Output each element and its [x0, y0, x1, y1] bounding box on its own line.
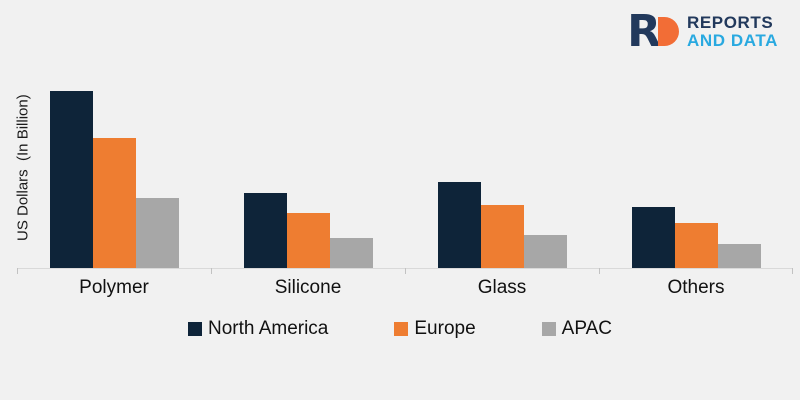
- bar-group-others: [599, 68, 793, 268]
- bar-group-silicone: [211, 68, 405, 268]
- logo-r-letter: R: [627, 5, 661, 57]
- bar-apac-silicone: [329, 238, 373, 268]
- bar-europe-silicone: [286, 213, 330, 268]
- logo-d-shape-icon: [657, 17, 679, 47]
- bar-group-glass: [405, 68, 599, 268]
- x-axis-tick: [599, 268, 600, 274]
- bar-europe-glass: [480, 205, 524, 268]
- bar-europe-polymer: [92, 138, 136, 268]
- logo-text: REPORTS AND DATA: [687, 14, 778, 50]
- bar-north-america-polymer: [49, 91, 93, 268]
- legend-label: Europe: [414, 318, 476, 339]
- x-axis-tick: [792, 268, 793, 274]
- x-axis-labels: Polymer Silicone Glass Others: [17, 277, 793, 299]
- legend-item-europe: Europe: [394, 318, 476, 340]
- bar-apac-polymer: [135, 198, 179, 268]
- bar-apac-others: [717, 244, 761, 268]
- x-axis-tick: [17, 268, 18, 274]
- x-axis-label-silicone: Silicone: [274, 277, 342, 298]
- logo-rd-icon: R: [627, 5, 679, 57]
- x-axis-label-glass: Glass: [477, 277, 527, 298]
- legend: North America Europe APAC: [0, 318, 800, 340]
- bar-group-polymer: [17, 68, 211, 268]
- logo-line-and-data: AND DATA: [686, 30, 778, 50]
- legend-item-apac: APAC: [541, 318, 612, 340]
- logo-line-reports: REPORTS: [686, 13, 774, 32]
- bar-apac-glass: [523, 235, 567, 268]
- legend-label: North America: [208, 318, 329, 339]
- x-axis-tick: [211, 268, 212, 274]
- legend-swatch-icon: [188, 322, 202, 336]
- reports-and-data-logo: R REPORTS AND DATA: [627, 5, 778, 57]
- legend-swatch-icon: [394, 322, 409, 336]
- bar-europe-others: [674, 223, 718, 268]
- x-axis-tick: [405, 268, 406, 274]
- plot-area: [17, 68, 793, 274]
- bar-north-america-others: [631, 207, 675, 268]
- legend-item-north-america: North America: [188, 318, 328, 340]
- x-axis-label-others: Others: [667, 277, 725, 298]
- bar-north-america-glass: [437, 182, 481, 268]
- legend-swatch-icon: [541, 322, 556, 336]
- bar-north-america-silicone: [243, 193, 287, 268]
- legend-label: APAC: [561, 318, 612, 339]
- x-axis-label-polymer: Polymer: [79, 277, 149, 298]
